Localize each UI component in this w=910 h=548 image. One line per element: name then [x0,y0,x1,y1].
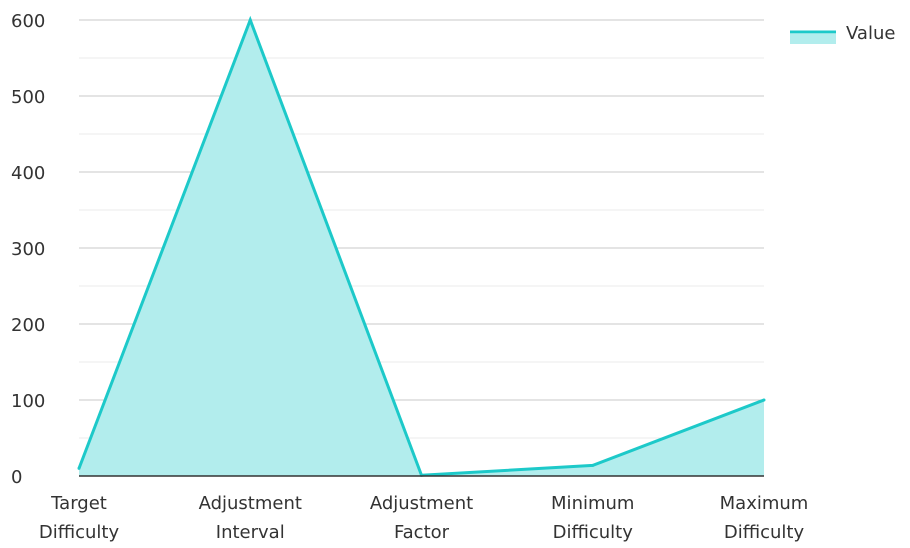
y-tick-label: 400 [11,163,45,184]
legend-label: Value [846,23,895,44]
y-tick-label: 300 [11,239,45,260]
x-tick-label: Adjustment Factor [370,493,473,543]
x-tick-label-line: Difficulty [553,522,634,543]
data-point [248,18,252,22]
legend: Value [790,23,895,44]
legend-swatch-fill [790,34,836,44]
x-tick-label: Maximum Difficulty [720,493,809,543]
x-tick-label-line: Difficulty [724,522,805,543]
y-tick-label: 600 [11,11,45,32]
y-tick-label: 0 [11,467,22,488]
x-tick-label-line: Interval [216,522,285,543]
y-axis-ticks: 0 100 200 300 400 500 600 [11,11,45,488]
y-tick-label: 500 [11,87,45,108]
data-point [77,466,81,470]
area-series [77,15,766,477]
x-tick-label-line: Maximum [720,493,809,514]
x-tick-label-line: Adjustment [370,493,473,514]
data-point [762,398,766,402]
x-tick-label-line: Difficulty [39,522,120,543]
x-tick-label-line: Minimum [551,493,634,514]
data-point [591,463,595,467]
x-tick-label: Minimum Difficulty [551,493,634,543]
x-tick-label: Target Difficulty [39,493,120,543]
x-tick-label-line: Factor [394,522,450,543]
y-tick-label: 100 [11,391,45,412]
area-fill [79,20,764,476]
y-tick-label: 200 [11,315,45,336]
x-tick-label: Adjustment Interval [199,493,302,543]
x-tick-label-line: Adjustment [199,493,302,514]
x-tick-label-line: Target [50,493,107,514]
